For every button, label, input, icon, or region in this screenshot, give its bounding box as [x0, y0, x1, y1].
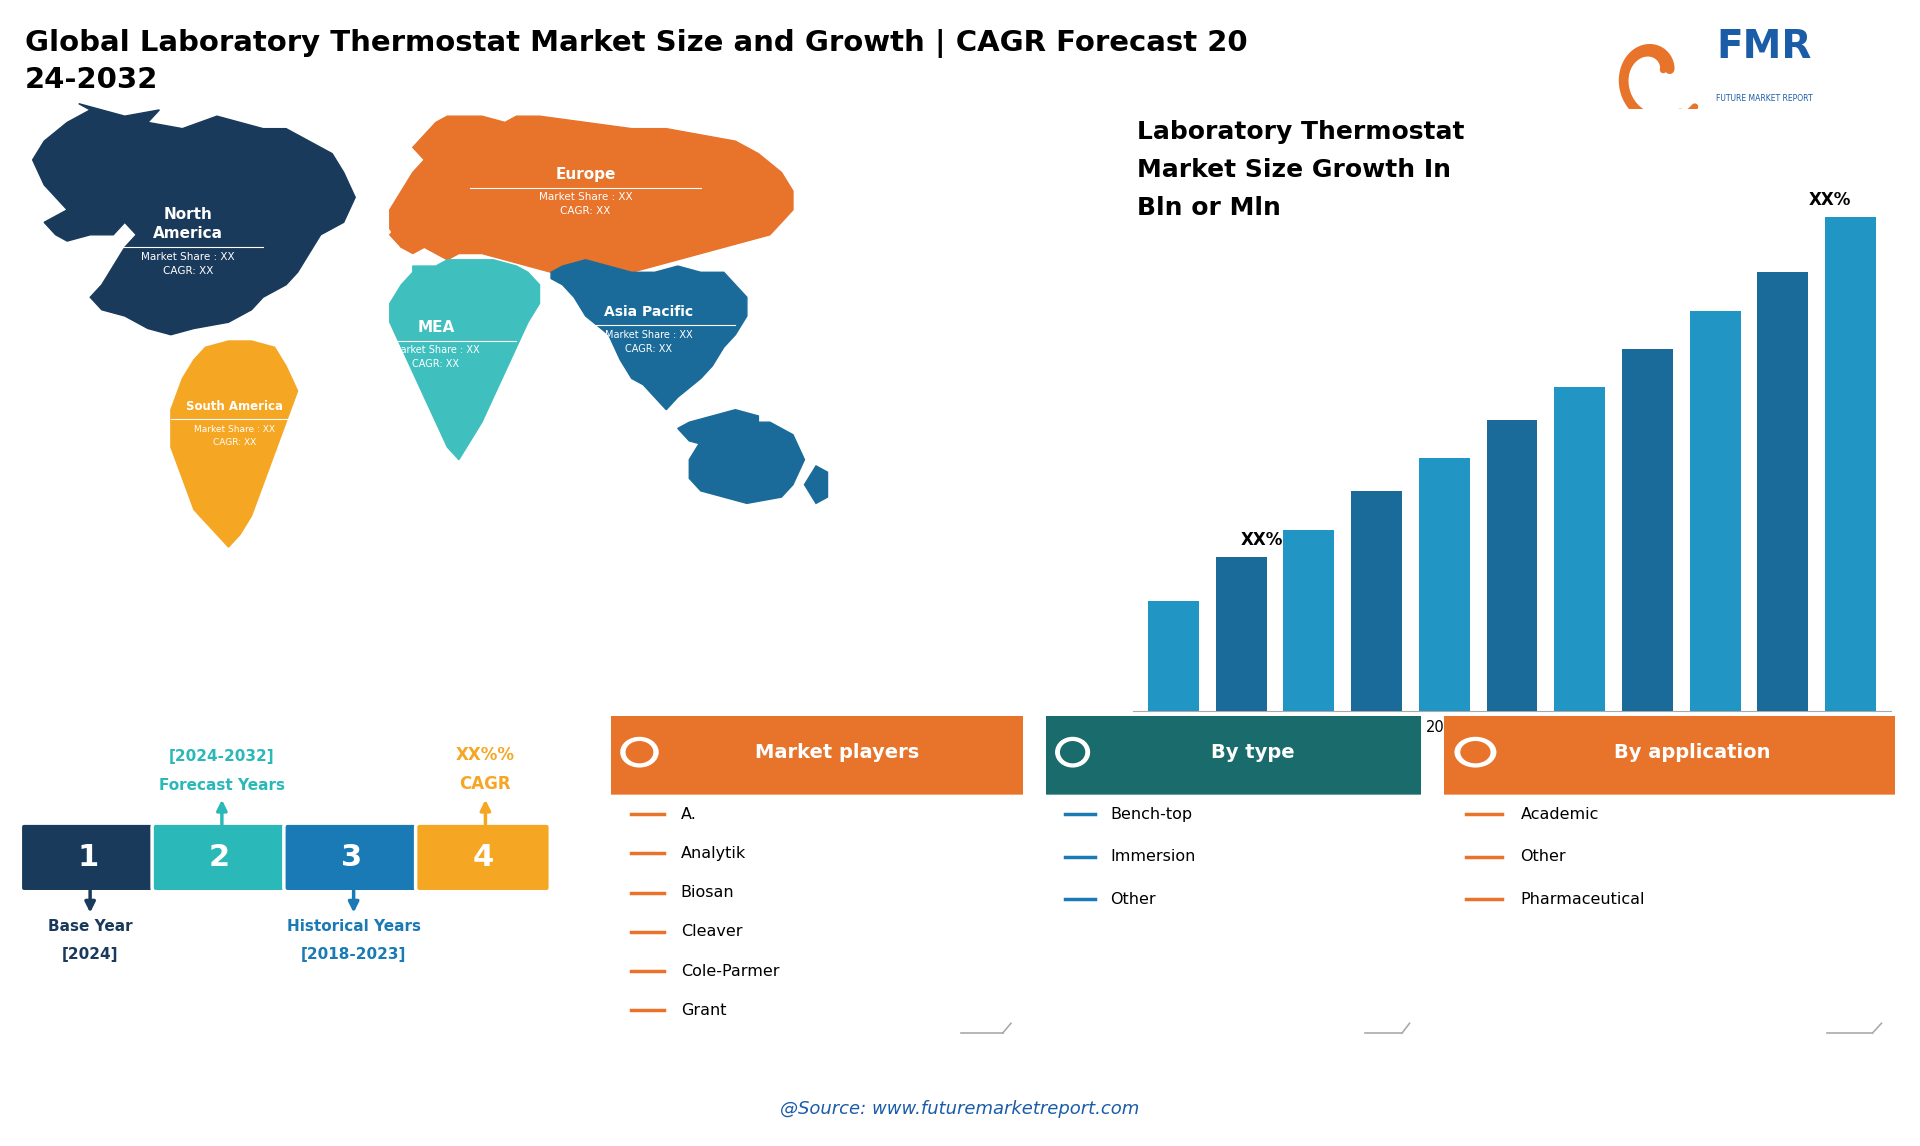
Text: Historical Years: Historical Years: [286, 919, 420, 934]
Text: By application: By application: [1613, 743, 1770, 762]
Circle shape: [1056, 738, 1089, 767]
Text: CAGR: CAGR: [459, 775, 511, 793]
Bar: [1215, 557, 1267, 711]
FancyBboxPatch shape: [593, 709, 1041, 794]
Circle shape: [1455, 738, 1496, 767]
Text: CAGR: XX: CAGR: XX: [413, 359, 459, 369]
Text: By type: By type: [1210, 743, 1294, 762]
Polygon shape: [804, 466, 828, 503]
Bar: [1148, 601, 1198, 711]
Text: Grant: Grant: [682, 1003, 726, 1018]
Circle shape: [1060, 741, 1085, 762]
Bar: [1419, 458, 1469, 711]
Text: CAGR: XX: CAGR: XX: [213, 438, 255, 447]
Bar: [1486, 421, 1538, 711]
Circle shape: [1461, 741, 1490, 762]
Polygon shape: [171, 342, 298, 547]
Bar: [1352, 492, 1402, 711]
Text: Forecast Years: Forecast Years: [159, 778, 284, 793]
Text: CAGR: XX: CAGR: XX: [626, 344, 672, 354]
Polygon shape: [390, 116, 793, 278]
Text: Asia Pacific: Asia Pacific: [605, 305, 693, 319]
Text: 2: 2: [209, 843, 230, 872]
Text: 3: 3: [340, 843, 361, 872]
Bar: [1690, 311, 1741, 711]
Circle shape: [620, 738, 659, 767]
Text: CAGR: XX: CAGR: XX: [163, 266, 213, 275]
Text: Bench-top: Bench-top: [1110, 807, 1192, 822]
Text: XX%: XX%: [1809, 191, 1851, 209]
Text: FUTURE MARKET REPORT: FUTURE MARKET REPORT: [1716, 94, 1812, 103]
Text: Academic: Academic: [1521, 807, 1599, 822]
Text: Bln or Mln: Bln or Mln: [1137, 196, 1281, 220]
Text: Market Share : XX: Market Share : XX: [605, 330, 693, 340]
FancyBboxPatch shape: [1430, 775, 1908, 1053]
Text: 4: 4: [472, 843, 493, 872]
Text: @Source: www.futuremarketreport.com: @Source: www.futuremarketreport.com: [780, 1100, 1140, 1117]
Text: Laboratory Thermostat: Laboratory Thermostat: [1137, 120, 1465, 144]
Text: Base Year: Base Year: [48, 919, 132, 934]
Text: Market Share : XX: Market Share : XX: [194, 424, 275, 433]
Bar: [1622, 348, 1672, 711]
Polygon shape: [390, 210, 436, 253]
Text: XX%%: XX%%: [455, 746, 515, 764]
Polygon shape: [33, 103, 355, 335]
Text: CAGR: XX: CAGR: XX: [561, 206, 611, 217]
Text: Immersion: Immersion: [1110, 849, 1196, 864]
Text: South America: South America: [186, 400, 282, 413]
Text: Other: Other: [1521, 849, 1567, 864]
Text: XX%: XX%: [1240, 531, 1283, 549]
FancyBboxPatch shape: [152, 823, 286, 892]
Text: Market Share : XX: Market Share : XX: [392, 345, 480, 355]
FancyBboxPatch shape: [1031, 709, 1436, 794]
Text: Pharmaceutical: Pharmaceutical: [1521, 892, 1645, 906]
Text: Market Size Growth In: Market Size Growth In: [1137, 158, 1452, 182]
Polygon shape: [689, 422, 804, 503]
Text: A.: A.: [682, 807, 697, 822]
Bar: [1826, 218, 1876, 711]
Text: [2024]: [2024]: [61, 948, 119, 963]
Text: [2024-2032]: [2024-2032]: [169, 749, 275, 764]
Text: Other: Other: [1110, 892, 1156, 906]
Text: Market Share : XX: Market Share : XX: [142, 252, 234, 261]
Circle shape: [626, 741, 653, 762]
FancyBboxPatch shape: [284, 823, 419, 892]
FancyBboxPatch shape: [1427, 709, 1912, 794]
FancyBboxPatch shape: [599, 775, 1035, 1053]
Text: 1: 1: [77, 843, 98, 872]
FancyBboxPatch shape: [1035, 775, 1432, 1053]
Text: North: North: [163, 207, 213, 222]
Polygon shape: [390, 260, 540, 460]
Text: America: America: [154, 226, 223, 241]
Text: Biosan: Biosan: [682, 885, 733, 900]
Text: Global Laboratory Thermostat Market Size and Growth | CAGR Forecast 20: Global Laboratory Thermostat Market Size…: [25, 29, 1248, 57]
Text: Analytik: Analytik: [682, 846, 747, 861]
Bar: [1757, 272, 1809, 711]
Text: FMR: FMR: [1716, 28, 1812, 66]
Text: [2018-2023]: [2018-2023]: [301, 948, 407, 963]
Text: Cole-Parmer: Cole-Parmer: [682, 964, 780, 979]
Text: 24-2032: 24-2032: [25, 66, 157, 94]
Text: Market players: Market players: [755, 743, 920, 762]
FancyBboxPatch shape: [21, 823, 156, 892]
Bar: [1283, 529, 1334, 711]
FancyBboxPatch shape: [415, 823, 551, 892]
Text: MEA: MEA: [417, 320, 455, 335]
Text: Cleaver: Cleaver: [682, 925, 743, 940]
Polygon shape: [551, 260, 747, 409]
Polygon shape: [678, 409, 758, 447]
Text: Market Share : XX: Market Share : XX: [540, 193, 632, 203]
Text: Europe: Europe: [555, 166, 616, 181]
Bar: [1555, 387, 1605, 711]
